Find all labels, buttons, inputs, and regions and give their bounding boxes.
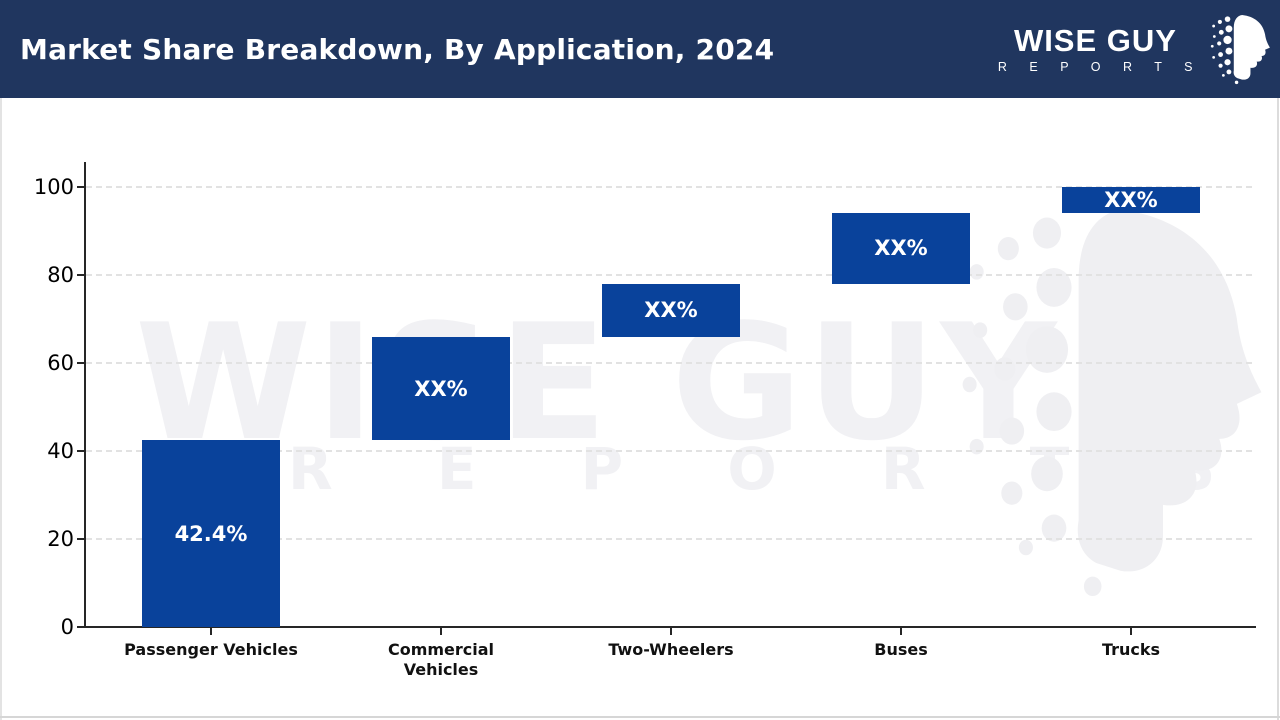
bar-value-label: XX% [414, 376, 468, 401]
x-tick-mark [440, 628, 442, 635]
x-tick-mark [900, 628, 902, 635]
y-axis-line [84, 162, 86, 628]
gridline [86, 362, 1252, 364]
watermark-wordmark: WISE GUY [135, 289, 1061, 476]
y-axis-tick-label: 20 [47, 527, 74, 551]
logo-wordmark-text: WISE GUY [1013, 22, 1177, 58]
x-axis-tick-label: Trucks [1101, 640, 1161, 659]
x-axis-tick-label: Buses [874, 640, 928, 659]
x-axis-tick-label: Commercial Vehicles [387, 640, 495, 679]
y-tick-mark [77, 186, 85, 188]
x-tick-mark [1130, 628, 1132, 635]
x-axis-tick-label: Two-Wheelers [608, 640, 734, 659]
y-axis-tick-label: 100 [33, 175, 74, 199]
y-axis-tick-label: 60 [47, 351, 74, 375]
bar-segment [602, 283, 740, 338]
y-tick-mark [77, 538, 85, 540]
x-axis-tick-label: Passenger Vehicles [124, 640, 298, 659]
gridline [86, 186, 1252, 188]
page-right-border [1277, 98, 1279, 720]
y-axis-tick-label: 40 [47, 439, 74, 463]
logo-subtitle-text: R E P O R T S [997, 59, 1202, 74]
gridline [86, 274, 1252, 276]
y-axis-tick-label: 80 [47, 263, 74, 287]
y-tick-mark [77, 274, 85, 276]
brand-logo: WISE GUY R E P O R T S [989, 0, 1272, 98]
gridline [86, 538, 1252, 540]
header: Market Share Breakdown, By Application, … [0, 0, 1280, 98]
bar-segment [372, 337, 510, 441]
bar-value-label: XX% [644, 298, 698, 323]
x-tick-mark [210, 628, 212, 635]
gridline [86, 450, 1252, 452]
y-tick-mark [77, 362, 85, 364]
y-tick-mark [77, 626, 85, 628]
y-axis-tick-label: 0 [60, 615, 74, 639]
x-axis-line [84, 626, 1256, 628]
bar-value-label: XX% [1104, 187, 1158, 212]
bar-value-label: 42.4% [174, 521, 248, 546]
bar-segment [832, 212, 970, 284]
bar-segment [1062, 187, 1200, 213]
y-tick-mark [77, 450, 85, 452]
logo-wordmark: WISE GUY R E P O R T S [989, 25, 1202, 74]
page-bottom-border [0, 716, 1280, 718]
bar-segment [142, 440, 280, 627]
chart-title: Market Share Breakdown, By Application, … [20, 32, 775, 66]
x-tick-mark [670, 628, 672, 635]
bar-value-label: XX% [874, 236, 928, 261]
page-left-border [0, 98, 2, 720]
